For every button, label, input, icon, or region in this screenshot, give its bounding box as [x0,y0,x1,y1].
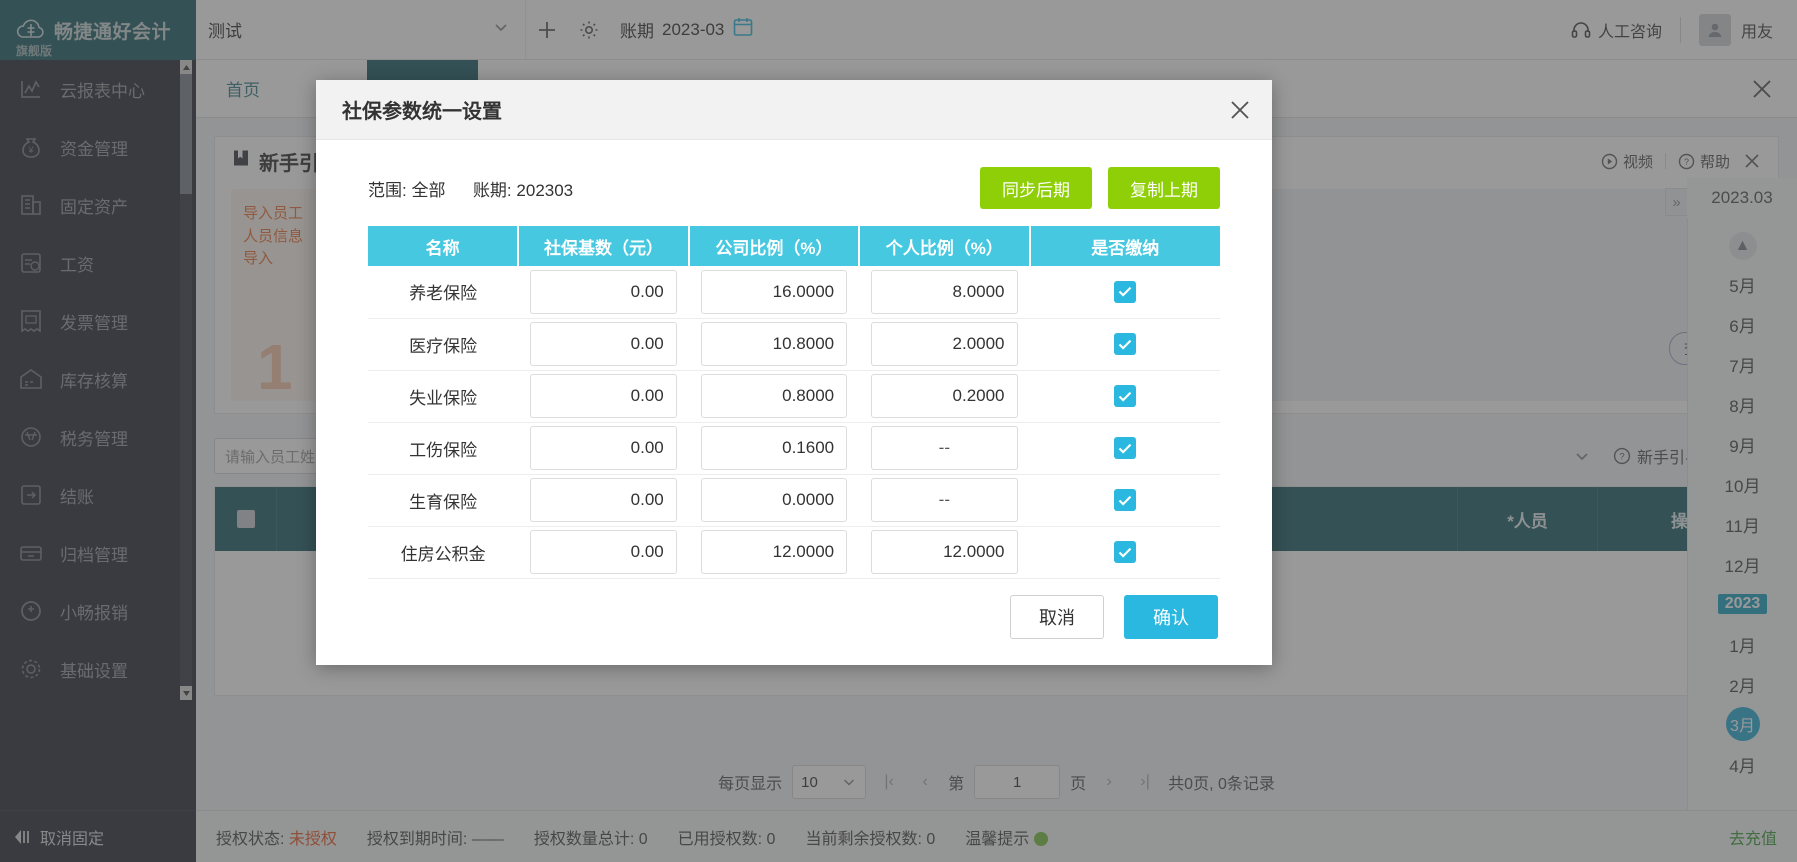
personal-ratio-input[interactable]: -- [871,426,1018,470]
personal-ratio-input[interactable]: -- [871,478,1018,522]
row-personal-cell: 2.0000 [859,318,1030,371]
dialog-meta-row: 范围: 全部 账期: 202303 同步后期 复制上期 [368,167,1220,209]
personal-ratio-input[interactable]: 2.0000 [871,322,1018,366]
col-company-ratio: 公司比例（%） [688,226,861,266]
row-pay-cell [1029,474,1220,527]
row-company-cell: 0.0000 [688,474,860,527]
base-input[interactable]: 0.00 [530,322,677,366]
col-personal-ratio: 个人比例（%） [859,226,1031,266]
row-name: 失业保险 [368,370,519,423]
scope-value: 全部 [411,180,446,200]
base-input[interactable]: 0.00 [530,478,677,522]
dialog-meta-text: 范围: 全部 账期: 202303 [368,176,573,201]
row-base-cell: 0.00 [518,318,689,371]
table-header-row: 名称 社保基数（元） 公司比例（%） 个人比例（%） 是否缴纳 [368,226,1220,266]
pay-checkbox[interactable] [1113,541,1136,563]
table-head: 名称 社保基数（元） 公司比例（%） 个人比例（%） 是否缴纳 [368,226,1220,266]
base-input[interactable]: 0.00 [530,426,677,470]
company-ratio-input[interactable]: 10.8000 [700,322,848,366]
row-personal-cell: -- [859,474,1030,527]
period-value: 202303 [516,180,574,200]
row-company-cell: 0.8000 [688,370,860,423]
base-input[interactable]: 0.00 [530,374,677,418]
pay-checkbox[interactable] [1113,385,1136,407]
dialog-meta-actions: 同步后期 复制上期 [980,167,1220,209]
dialog-footer: 取消 确认 [316,569,1272,665]
dialog-header: 社保参数统一设置 [316,80,1272,140]
row-personal-cell: 8.0000 [859,266,1030,319]
base-input[interactable]: 0.00 [530,269,677,314]
social-insurance-table: 名称 社保基数（元） 公司比例（%） 个人比例（%） 是否缴纳 养老保险 0.0… [368,226,1220,579]
col-base: 社保基数（元） [518,226,690,266]
row-personal-cell: -- [859,422,1030,475]
table-row: 失业保险 0.00 0.8000 0.2000 [368,370,1220,423]
table-body: 养老保险 0.00 16.0000 8.0000 医疗保险 0.00 10.80… [368,266,1220,579]
company-ratio-input[interactable]: 16.0000 [700,269,848,314]
personal-ratio-input[interactable]: 8.0000 [871,269,1018,314]
table-row: 医疗保险 0.00 10.8000 2.0000 [368,318,1220,371]
row-pay-cell [1029,422,1220,475]
row-name: 医疗保险 [368,318,519,371]
personal-ratio-input[interactable]: 0.2000 [871,374,1018,418]
row-personal-cell: 12.0000 [859,526,1030,579]
row-company-cell: 16.0000 [688,266,860,319]
row-base-cell: 0.00 [518,266,689,319]
row-base-cell: 0.00 [518,474,689,527]
pay-checkbox[interactable] [1113,437,1136,459]
row-name: 住房公积金 [368,526,519,579]
col-pay-flag: 是否缴纳 [1029,226,1220,266]
company-ratio-input[interactable]: 0.0000 [700,478,848,522]
pay-checkbox[interactable] [1113,280,1136,303]
scope-label: 范围: [368,180,407,200]
row-name: 生育保险 [368,474,519,527]
table-row: 工伤保险 0.00 0.1600 -- [368,422,1220,475]
company-ratio-input[interactable]: 0.8000 [700,374,848,418]
cancel-button[interactable]: 取消 [1010,595,1104,639]
close-icon[interactable] [1228,98,1252,122]
row-personal-cell: 0.2000 [859,370,1030,423]
row-name: 工伤保险 [368,422,519,475]
company-ratio-input[interactable]: 12.0000 [700,530,848,574]
base-input[interactable]: 0.00 [530,530,677,574]
confirm-button[interactable]: 确认 [1124,595,1218,639]
table-row: 生育保险 0.00 0.0000 -- [368,474,1220,527]
company-ratio-input[interactable]: 0.1600 [700,426,848,470]
col-name: 名称 [368,226,520,266]
period-label: 账期: [472,180,512,200]
table-row: 住房公积金 0.00 12.0000 12.0000 [368,526,1220,579]
social-insurance-settings-dialog: 社保参数统一设置 范围: 全部 账期: 202303 同步后期 复制上期 [316,80,1272,665]
row-base-cell: 0.00 [518,422,689,475]
pay-checkbox[interactable] [1113,333,1136,355]
sync-next-period-button[interactable]: 同步后期 [980,167,1092,209]
pay-checkbox[interactable] [1113,489,1136,511]
row-company-cell: 12.0000 [688,526,860,579]
dialog-title: 社保参数统一设置 [342,101,502,123]
row-pay-cell [1029,526,1220,579]
personal-ratio-input[interactable]: 12.0000 [871,530,1018,574]
row-company-cell: 10.8000 [688,318,860,371]
row-pay-cell [1029,266,1220,319]
row-pay-cell [1029,370,1220,423]
row-base-cell: 0.00 [518,370,689,423]
dialog-body: 范围: 全部 账期: 202303 同步后期 复制上期 名称 社保基数（元） 公… [316,140,1272,579]
row-pay-cell [1029,318,1220,371]
row-base-cell: 0.00 [518,526,689,579]
row-company-cell: 0.1600 [688,422,860,475]
row-name: 养老保险 [368,266,519,319]
copy-previous-period-button[interactable]: 复制上期 [1108,167,1220,209]
table-row: 养老保险 0.00 16.0000 8.0000 [368,266,1220,319]
